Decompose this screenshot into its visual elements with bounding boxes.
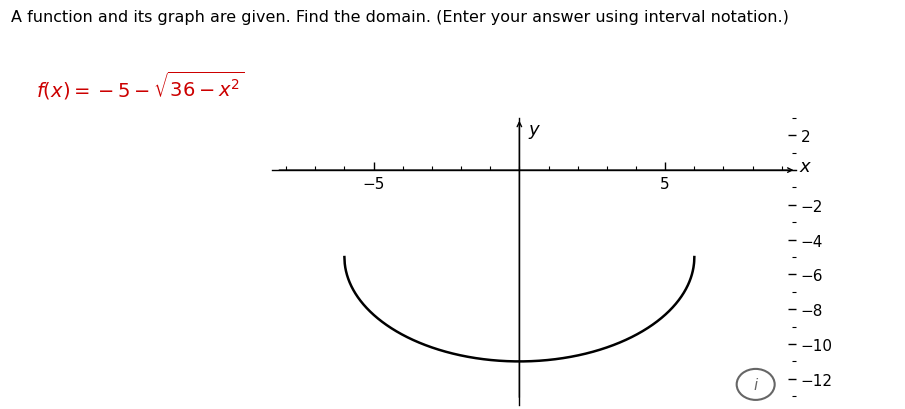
Text: A function and its graph are given. Find the domain. (Enter your answer using in: A function and its graph are given. Find… [11, 10, 789, 25]
Text: x: x [799, 157, 810, 175]
Text: i: i [754, 377, 757, 392]
Text: $\mathit{f}(\mathit{x}) = -5 - \sqrt{36 - \mathit{x}^2}$: $\mathit{f}(\mathit{x}) = -5 - \sqrt{36 … [36, 70, 244, 102]
Text: y: y [529, 120, 538, 138]
